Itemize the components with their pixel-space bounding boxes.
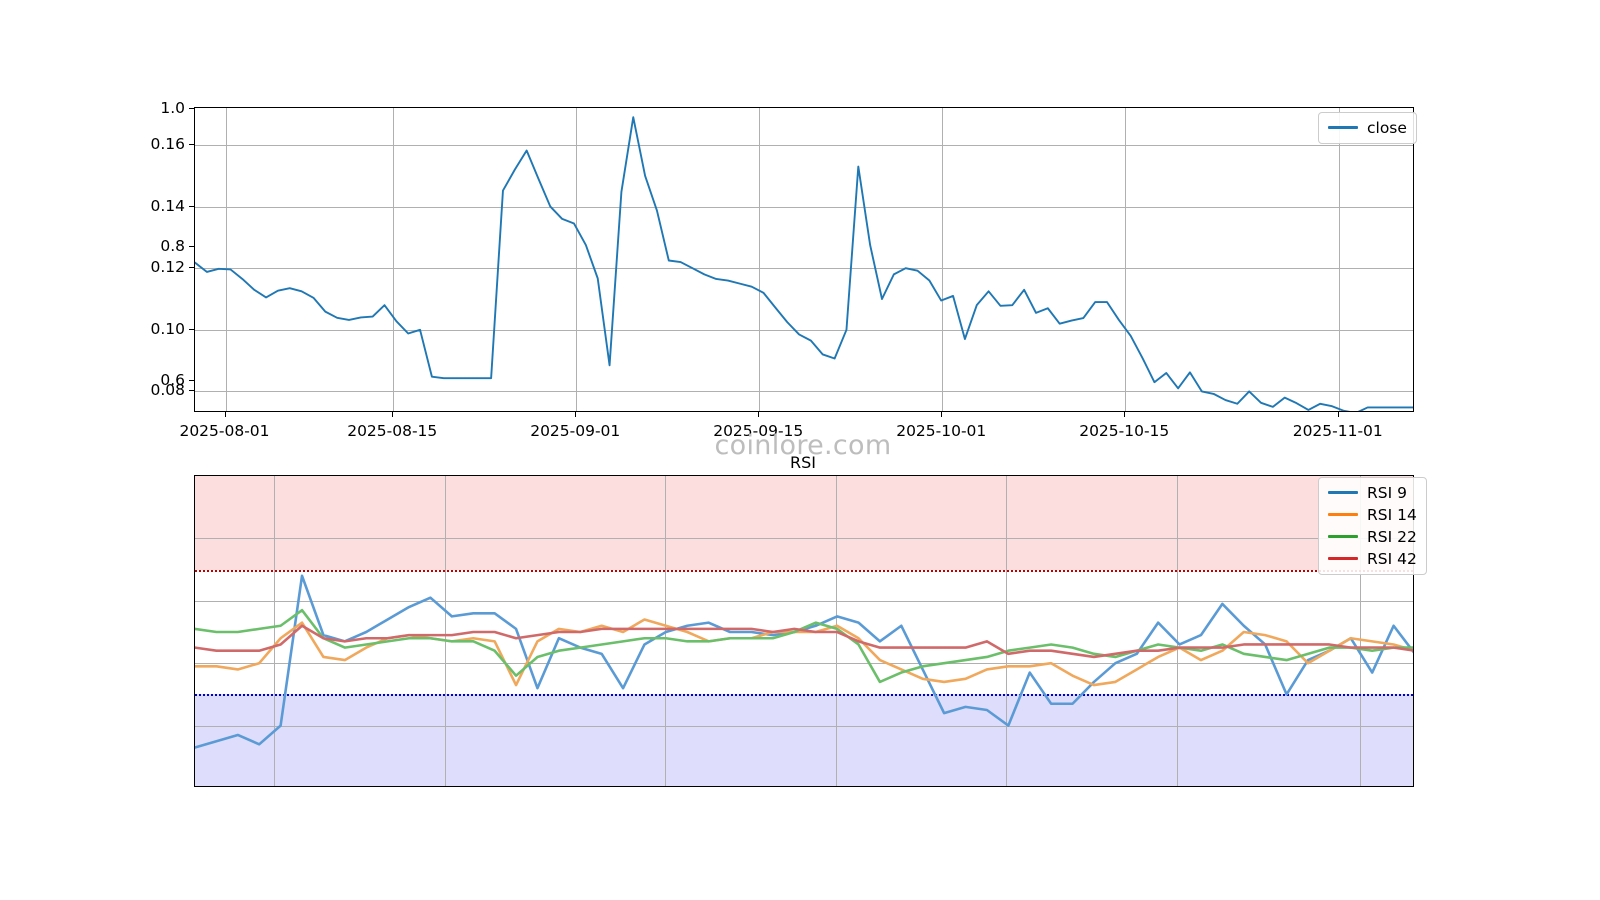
price-legend[interactable]: close — [1318, 112, 1417, 144]
price-x-tick-label: 2025-09-15 — [713, 422, 804, 440]
rsi-gridline-h — [195, 600, 1413, 602]
price-series-svg — [195, 116, 1413, 411]
price-gridline-h — [195, 206, 1413, 208]
rsi-gridline-h — [195, 725, 1413, 727]
price-x-tick-mark — [1337, 412, 1339, 417]
legend-label: RSI 42 — [1367, 549, 1417, 568]
price-secondary-y-tick-mark — [189, 108, 194, 109]
legend-label: RSI 22 — [1367, 527, 1417, 546]
price-x-tick-label: 2025-11-01 — [1292, 422, 1383, 440]
legend-color-swatch — [1328, 535, 1358, 538]
rsi-band — [195, 694, 1413, 786]
rsi-legend-item[interactable]: RSI 9 — [1328, 483, 1417, 502]
price-gridline-h — [195, 268, 1413, 270]
price-x-tick-label: 2025-09-01 — [530, 422, 621, 440]
price-x-tick-label: 2025-10-01 — [896, 422, 987, 440]
rsi-chart-panel: 100806040200 0.40.20.0 2025-09-152025-09… — [0, 455, 1600, 900]
price-y-tick-label: 0.08 — [150, 381, 185, 400]
legend-color-swatch — [1328, 126, 1358, 129]
price-y-tick-label: 0.16 — [150, 134, 185, 153]
rsi-gridline-h — [195, 538, 1413, 540]
price-gridline-v — [1338, 108, 1340, 411]
rsi-chart-title: RSI — [790, 453, 816, 472]
price-secondary-y-tick-label: 0.6 — [160, 371, 185, 389]
price-y-tick-label: 0.14 — [150, 196, 185, 215]
price-secondary-y-tick-label: 0.8 — [160, 237, 185, 255]
legend-color-swatch — [1328, 513, 1358, 516]
legend-label: RSI 9 — [1367, 483, 1407, 502]
price-gridline-v — [576, 108, 578, 411]
price-series-line — [195, 116, 1413, 411]
price-plot-area — [194, 107, 1414, 412]
price-gridline-v — [759, 108, 761, 411]
price-x-tick-mark — [1124, 412, 1126, 417]
rsi-legend[interactable]: RSI 9 RSI 14 RSI 22 RSI 42 — [1318, 477, 1427, 575]
rsi-legend-item[interactable]: RSI 14 — [1328, 505, 1417, 524]
price-gridline-v — [225, 108, 227, 411]
price-secondary-y-tick-mark — [189, 380, 194, 381]
price-y-tick-mark — [189, 390, 194, 392]
legend-label: RSI 14 — [1367, 505, 1417, 524]
rsi-gridline-h — [195, 663, 1413, 665]
price-x-tick-mark — [758, 412, 760, 417]
legend-label: close — [1367, 118, 1407, 137]
price-x-tick-mark — [224, 412, 226, 417]
price-secondary-y-tick-label: 1.0 — [160, 99, 185, 117]
rsi-overbought-line — [195, 569, 1413, 572]
price-x-tick-label: 2025-08-15 — [347, 422, 438, 440]
price-x-tick-mark — [392, 412, 394, 417]
price-y-tick-mark — [189, 267, 194, 269]
price-x-tick-mark — [575, 412, 577, 417]
price-gridline-v — [942, 108, 944, 411]
rsi-series-line — [195, 624, 1413, 659]
rsi-gridline-v — [274, 476, 276, 786]
rsi-series-line — [195, 574, 1413, 749]
price-y-tick-mark — [189, 143, 194, 145]
rsi-gridline-v — [1006, 476, 1008, 786]
rsi-gridline-v — [1177, 476, 1179, 786]
watermark: coinlore.com — [714, 430, 892, 461]
rsi-legend-item[interactable]: RSI 42 — [1328, 549, 1417, 568]
price-gridline-v — [1125, 108, 1127, 411]
price-gridline-h — [195, 391, 1413, 393]
legend-color-swatch — [1328, 557, 1358, 560]
legend-color-swatch — [1328, 491, 1358, 494]
rsi-gridline-v — [445, 476, 447, 786]
price-y-tick-mark — [189, 205, 194, 207]
rsi-plot-area — [194, 475, 1414, 787]
price-gridline-v — [393, 108, 395, 411]
rsi-band — [195, 476, 1413, 570]
rsi-series-svg — [195, 574, 1413, 749]
price-y-tick-label: 0.12 — [150, 258, 185, 277]
price-legend-item[interactable]: close — [1328, 118, 1407, 137]
price-gridline-h — [195, 144, 1413, 146]
price-x-tick-mark — [941, 412, 943, 417]
price-y-tick-label: 0.10 — [150, 319, 185, 338]
price-x-tick-label: 2025-10-15 — [1079, 422, 1170, 440]
rsi-legend-item[interactable]: RSI 22 — [1328, 527, 1417, 546]
price-chart-panel: 0.16 0.14 0.12 0.10 0.08 1.0 0.8 0.6 2025-08-0… — [150, 99, 1417, 440]
price-gridline-h — [195, 329, 1413, 331]
price-y-tick-mark — [189, 328, 194, 330]
price-secondary-y-tick-mark — [189, 246, 194, 247]
rsi-oversold-line — [195, 694, 1413, 697]
rsi-gridline-v — [1360, 476, 1362, 786]
price-x-tick-label: 2025-08-01 — [179, 422, 270, 440]
